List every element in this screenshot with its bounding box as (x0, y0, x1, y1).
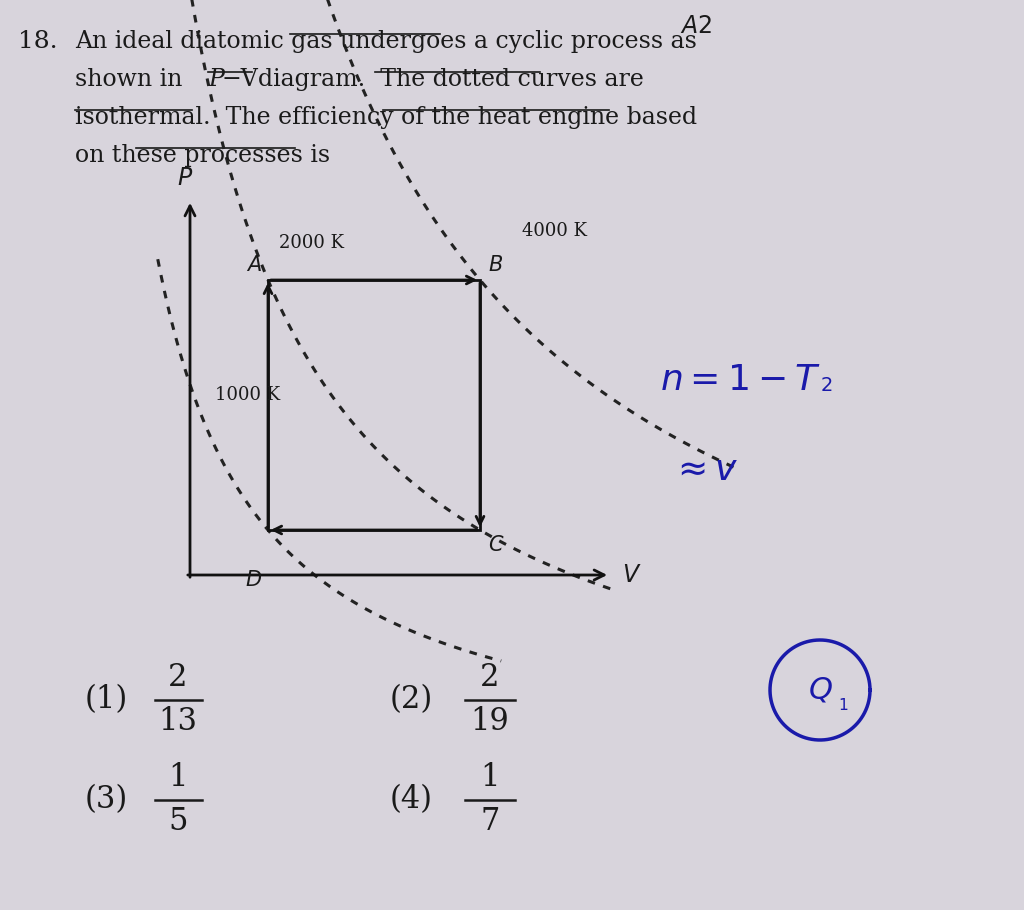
Text: (2): (2) (390, 684, 433, 715)
Text: 2: 2 (480, 662, 500, 693)
Text: $Q$: $Q$ (808, 674, 833, 705)
Text: 2000 K: 2000 K (279, 234, 344, 252)
Text: isothermal.  The efficiency of the heat engine based: isothermal. The efficiency of the heat e… (75, 106, 697, 129)
Text: $C$: $C$ (488, 535, 505, 555)
Text: −V: −V (221, 68, 258, 91)
Text: 13: 13 (159, 706, 198, 737)
Text: 19: 19 (471, 706, 509, 737)
Text: $P$: $P$ (177, 167, 194, 190)
Text: (3): (3) (85, 784, 128, 815)
Text: $V$: $V$ (622, 563, 641, 587)
Text: 18.: 18. (18, 30, 57, 53)
Text: shown in: shown in (75, 68, 182, 91)
Text: 5: 5 (168, 806, 187, 837)
Text: (4): (4) (390, 784, 433, 815)
Text: (1): (1) (85, 684, 128, 715)
Text: $\approx v$: $\approx v$ (670, 453, 738, 487)
Text: $B$: $B$ (488, 255, 503, 275)
Text: 1: 1 (168, 763, 187, 794)
Text: $A2$: $A2$ (680, 15, 712, 38)
Text: $n = 1 - T$: $n = 1 - T$ (660, 363, 821, 397)
Text: An ideal diatomic gas undergoes a cyclic process as: An ideal diatomic gas undergoes a cyclic… (75, 30, 697, 53)
Text: diagram.  The dotted curves are: diagram. The dotted curves are (258, 68, 644, 91)
Text: 2: 2 (168, 662, 187, 693)
Text: 4000 K: 4000 K (522, 222, 588, 240)
Text: on these processes is: on these processes is (75, 144, 330, 167)
Text: $A$: $A$ (246, 255, 262, 275)
Text: $_2$: $_2$ (820, 367, 833, 393)
Text: P: P (208, 68, 224, 91)
Text: 7: 7 (480, 806, 500, 837)
Text: 1: 1 (480, 763, 500, 794)
Text: $_1$: $_1$ (838, 691, 849, 713)
Text: 1000 K: 1000 K (215, 386, 281, 404)
Text: $D$: $D$ (245, 570, 262, 590)
